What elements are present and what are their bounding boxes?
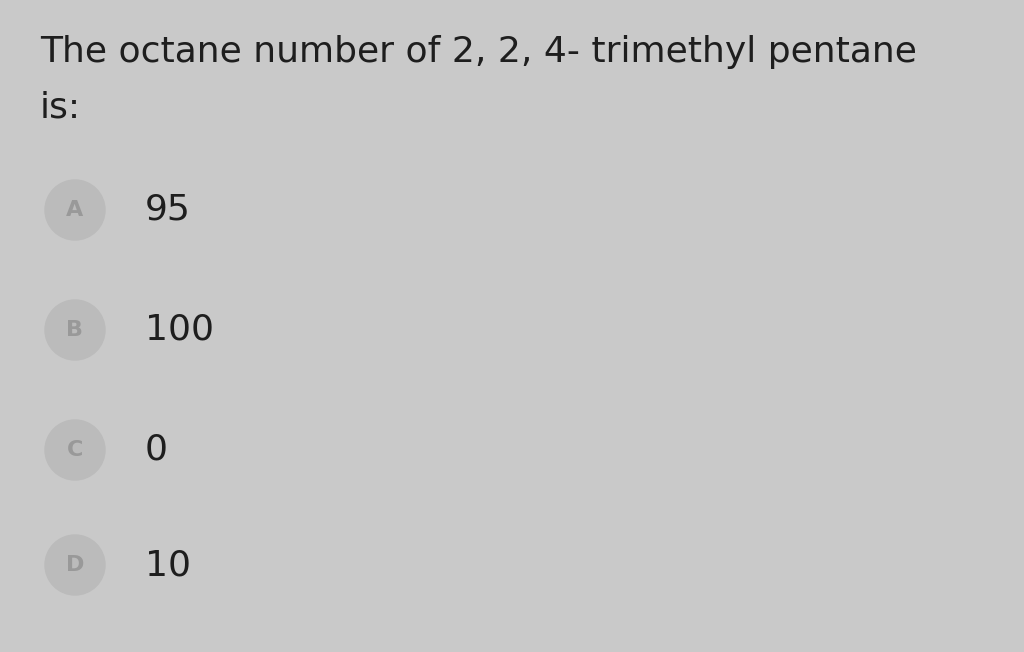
Text: 100: 100 (145, 313, 214, 347)
Text: 0: 0 (145, 433, 168, 467)
Text: is:: is: (40, 90, 81, 124)
Text: B: B (67, 320, 84, 340)
Text: C: C (67, 440, 83, 460)
Text: D: D (66, 555, 84, 575)
Text: The octane number of 2, 2, 4- trimethyl pentane: The octane number of 2, 2, 4- trimethyl … (40, 35, 916, 69)
Text: A: A (67, 200, 84, 220)
Text: 10: 10 (145, 548, 191, 582)
Circle shape (45, 300, 105, 360)
Text: 95: 95 (145, 193, 190, 227)
Circle shape (45, 535, 105, 595)
Circle shape (45, 180, 105, 240)
Circle shape (45, 420, 105, 480)
